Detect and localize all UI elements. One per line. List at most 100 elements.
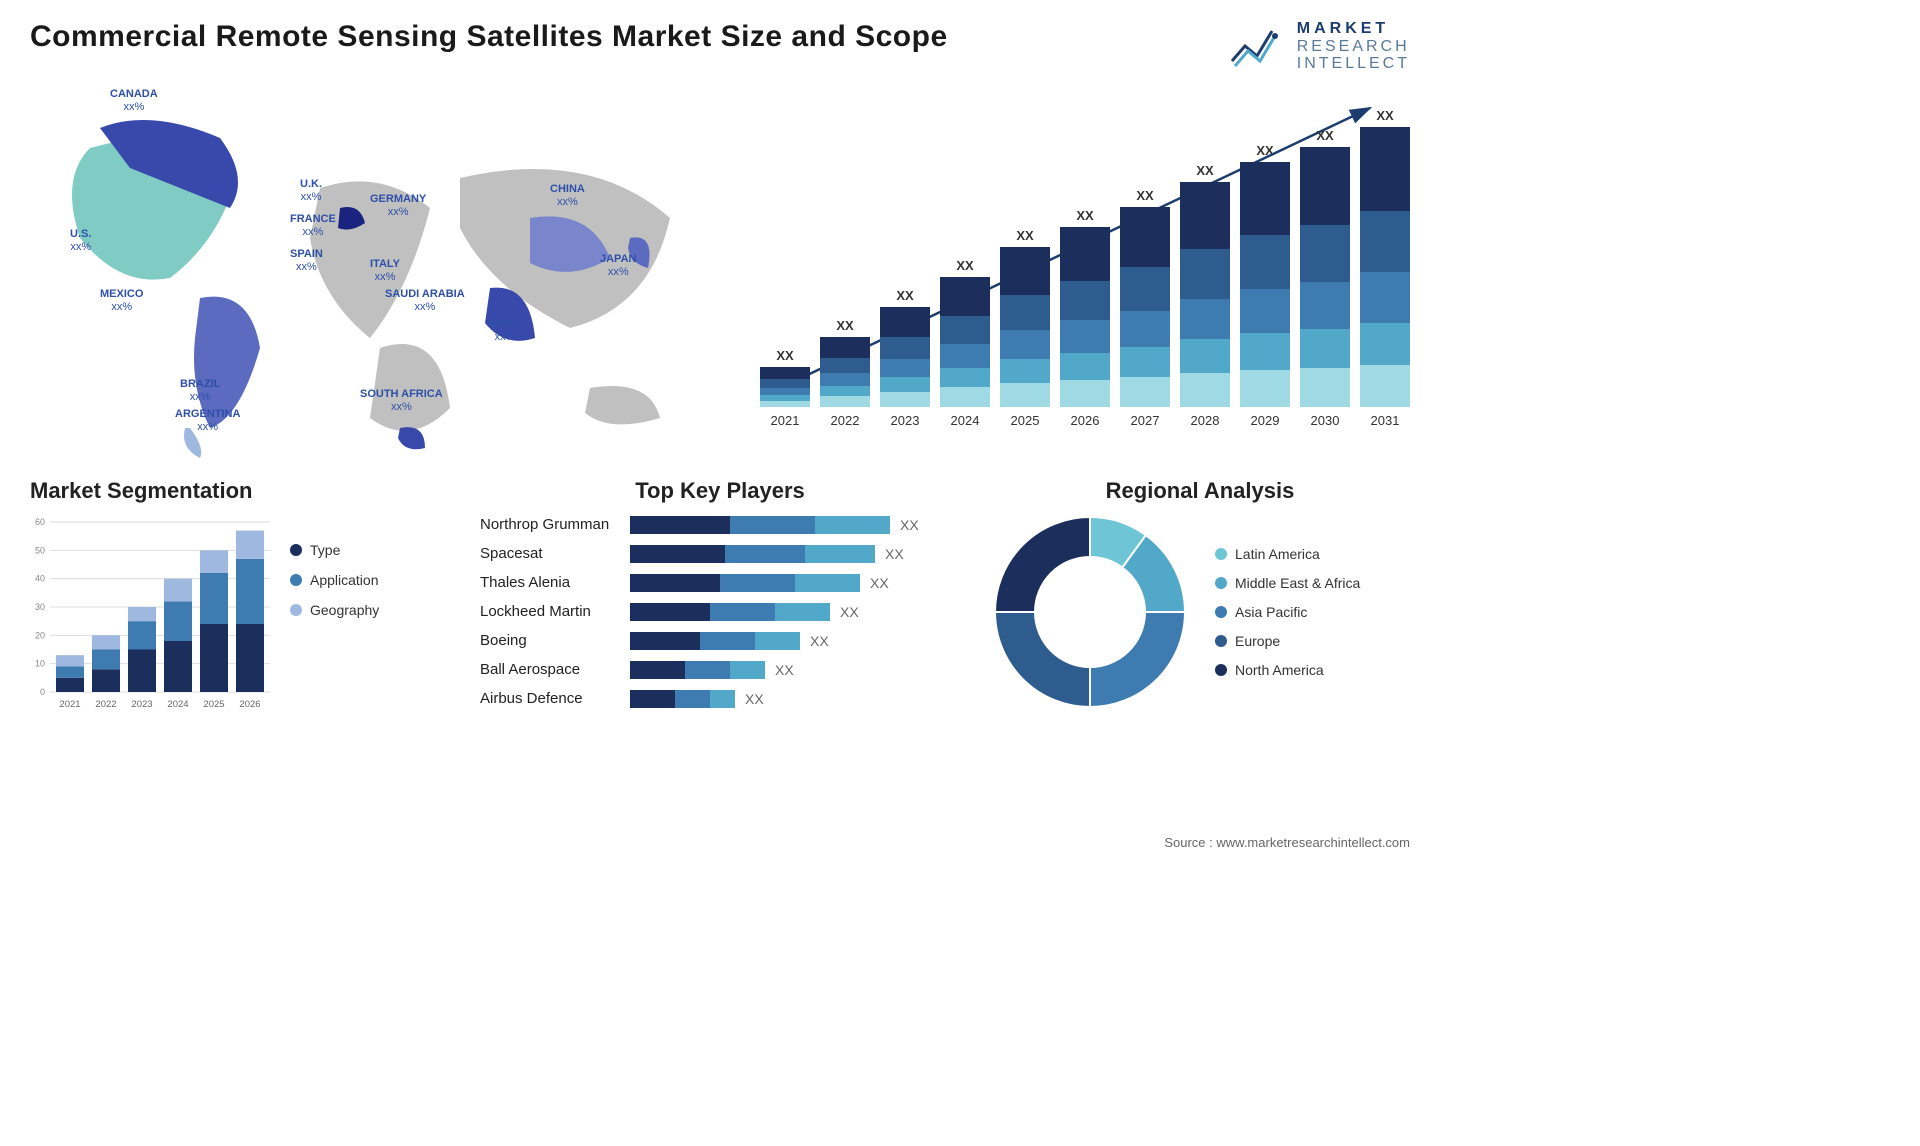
player-label: Boeing [480, 632, 625, 649]
region-legend-asia-pacific: Asia Pacific [1215, 604, 1360, 620]
growth-year-label: 2031 [1371, 413, 1400, 428]
players-title: Top Key Players [480, 478, 960, 504]
map-label-mexico: MEXICOxx% [100, 288, 143, 314]
growth-bar-2027: XX 2027 [1120, 188, 1170, 428]
growth-year-label: 2024 [951, 413, 980, 428]
brand-logo: MARKET RESEARCH INTELLECT [1227, 20, 1410, 73]
svg-text:2026: 2026 [239, 699, 260, 710]
player-value: XX [885, 546, 904, 562]
logo-line3: INTELLECT [1297, 55, 1410, 73]
growth-value-label: XX [1376, 108, 1393, 123]
player-label: Northrop Grumman [480, 516, 625, 533]
player-row-lockheed-martin: Lockheed MartinXX [630, 599, 960, 625]
growth-year-label: 2028 [1191, 413, 1220, 428]
growth-chart: XX2021XX2022XX2023XX2024XX2025XX2026XX20… [760, 88, 1410, 458]
growth-value-label: XX [1256, 143, 1273, 158]
svg-text:0: 0 [40, 687, 45, 697]
growth-year-label: 2027 [1131, 413, 1160, 428]
player-label: Spacesat [480, 545, 625, 562]
seg-legend-geography: Geography [290, 602, 379, 618]
player-row-northrop-grumman: Northrop GrummanXX [630, 512, 960, 538]
map-label-canada: CANADAxx% [110, 88, 158, 114]
map-label-uk: U.K.xx% [300, 178, 322, 204]
player-value: XX [840, 604, 859, 620]
region-legend-north-america: North America [1215, 662, 1360, 678]
player-value: XX [900, 517, 919, 533]
donut-chart [990, 512, 1190, 712]
growth-value-label: XX [1316, 128, 1333, 143]
svg-text:40: 40 [35, 573, 45, 583]
regional-section: Regional Analysis Latin America Middle Ea… [990, 478, 1410, 715]
page-title: Commercial Remote Sensing Satellites Mar… [30, 20, 948, 54]
growth-year-label: 2023 [891, 413, 920, 428]
growth-year-label: 2022 [831, 413, 860, 428]
player-label: Airbus Defence [480, 690, 625, 707]
growth-bar-2031: XX 2031 [1360, 108, 1410, 428]
growth-bar-2021: XX2021 [760, 348, 810, 428]
seg-legend-application: Application [290, 572, 379, 588]
segmentation-section: Market Segmentation 0 10 20 30 40 50 60 2021 202… [30, 478, 450, 715]
regional-title: Regional Analysis [990, 478, 1410, 504]
logo-line2: RESEARCH [1297, 38, 1410, 56]
player-value: XX [775, 662, 794, 678]
svg-text:60: 60 [35, 517, 45, 527]
svg-text:50: 50 [35, 545, 45, 555]
svg-text:10: 10 [35, 658, 45, 668]
players-chart: Northrop GrummanXXSpacesatXXThales Aleni… [480, 512, 960, 712]
map-label-japan: JAPANxx% [600, 253, 636, 279]
growth-value-label: XX [896, 288, 913, 303]
player-row-boeing: BoeingXX [630, 628, 960, 654]
growth-value-label: XX [1136, 188, 1153, 203]
map-label-france: FRANCExx% [290, 213, 336, 239]
map-label-argentina: ARGENTINAxx% [175, 408, 240, 434]
header: Commercial Remote Sensing Satellites Mar… [30, 20, 1410, 73]
map-label-us: U.S.xx% [70, 228, 91, 254]
player-row-thales-alenia: Thales AleniaXX [630, 570, 960, 596]
segmentation-chart: 0102030405060202120222023202420252026 [30, 512, 270, 712]
growth-value-label: XX [1196, 163, 1213, 178]
player-value: XX [870, 575, 889, 591]
region-legend-middle-east-africa: Middle East & Africa [1215, 575, 1360, 591]
growth-bar-2030: XX 2030 [1300, 128, 1350, 428]
growth-value-label: XX [956, 258, 973, 273]
logo-icon [1227, 21, 1287, 71]
player-label: Ball Aerospace [480, 661, 625, 678]
map-label-brazil: BRAZILxx% [180, 378, 220, 404]
player-row-airbus-defence: Airbus DefenceXX [630, 686, 960, 712]
growth-bar-2028: XX 2028 [1180, 163, 1230, 428]
growth-bar-2026: XX 2026 [1060, 208, 1110, 428]
svg-text:2021: 2021 [59, 699, 80, 710]
growth-bar-2024: XX 2024 [940, 258, 990, 428]
players-section: Top Key Players Northrop GrummanXXSpaces… [480, 478, 960, 715]
segmentation-legend: Type Application Geography [290, 512, 379, 712]
map-label-china: CHINAxx% [550, 183, 585, 209]
growth-year-label: 2026 [1071, 413, 1100, 428]
growth-bar-2025: XX2025 [1000, 228, 1050, 428]
region-legend-latin-america: Latin America [1215, 546, 1360, 562]
player-row-spacesat: SpacesatXX [630, 541, 960, 567]
growth-value-label: XX [1076, 208, 1093, 223]
map-label-germany: GERMANYxx% [370, 193, 426, 219]
segmentation-title: Market Segmentation [30, 478, 450, 504]
growth-year-label: 2030 [1311, 413, 1340, 428]
map-label-spain: SPAINxx% [290, 248, 323, 274]
player-label: Thales Alenia [480, 574, 625, 591]
map-label-southafrica: SOUTH AFRICAxx% [360, 388, 443, 414]
growth-bar-2022: XX 2022 [820, 318, 870, 428]
growth-bar-2023: XX 2023 [880, 288, 930, 428]
growth-year-label: 2021 [771, 413, 800, 428]
growth-bar-2029: XX 2029 [1240, 143, 1290, 428]
svg-text:30: 30 [35, 602, 45, 612]
player-value: XX [810, 633, 829, 649]
region-legend-europe: Europe [1215, 633, 1360, 649]
growth-value-label: XX [836, 318, 853, 333]
svg-text:2022: 2022 [95, 699, 116, 710]
player-label: Lockheed Martin [480, 603, 625, 620]
svg-text:20: 20 [35, 630, 45, 640]
logo-line1: MARKET [1297, 20, 1410, 38]
world-map: CANADAxx% U.S.xx% MEXICOxx% BRAZILxx% ARGENT… [30, 88, 730, 458]
growth-year-label: 2029 [1251, 413, 1280, 428]
map-label-saudiarabia: SAUDI ARABIAxx% [385, 288, 465, 314]
growth-year-label: 2025 [1011, 413, 1040, 428]
seg-legend-type: Type [290, 542, 379, 558]
